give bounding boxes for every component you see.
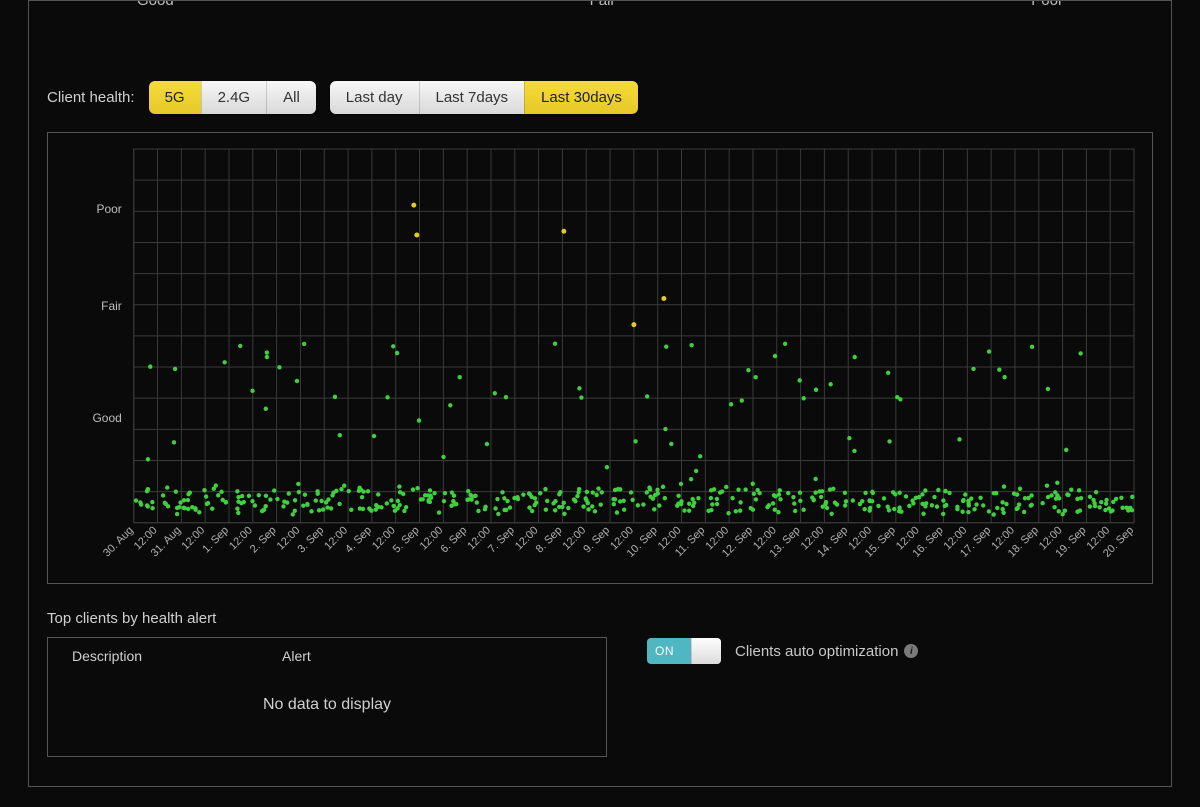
legend-good: Good [137,1,174,13]
svg-text:Poor: Poor [97,202,122,216]
client-health-chart-svg: GoodFairPoor30. Aug12:0031. Aug12:001. S… [56,141,1144,579]
range-last-7days-button[interactable]: Last 7days [419,81,525,114]
client-health-chart: GoodFairPoor30. Aug12:0031. Aug12:001. S… [47,132,1153,584]
legend-poor: Poor [1031,1,1063,13]
band-segmented: 5G 2.4G All [149,81,316,114]
top-clients-header: Description Alert [48,638,606,668]
top-legend: Good Fair Poor [47,1,1153,19]
range-last-day-button[interactable]: Last day [330,81,419,114]
band-5g-button[interactable]: 5G [149,81,201,114]
auto-optimization-toggle[interactable]: ON [647,638,721,664]
auto-optimization-label: Clients auto optimization [735,643,898,660]
top-clients-table: Description Alert No data to display [47,637,607,757]
svg-text:2. Sep: 2. Sep [248,524,279,555]
svg-text:4. Sep: 4. Sep [343,524,374,555]
svg-text:6. Sep: 6. Sep [438,524,469,555]
svg-text:9. Sep: 9. Sep [581,524,612,555]
col-description: Description [72,648,142,664]
top-clients-title: Top clients by health alert [47,610,607,627]
svg-text:Fair: Fair [101,299,122,313]
info-icon[interactable]: i [904,644,918,658]
col-alert: Alert [282,648,311,664]
auto-optimization-row: ON Clients auto optimization i [647,638,918,664]
toggle-on-text: ON [655,638,674,664]
bottom-row: Top clients by health alert Description … [47,610,1153,757]
health-panel: Good Fair Poor Client health: 5G 2.4G Al… [28,0,1172,787]
band-all-button[interactable]: All [266,81,316,114]
svg-text:3. Sep: 3. Sep [296,524,327,555]
client-health-label: Client health: [47,89,135,106]
svg-text:7. Sep: 7. Sep [486,524,517,555]
range-segmented: Last day Last 7days Last 30days [330,81,638,114]
svg-text:5. Sep: 5. Sep [391,524,422,555]
svg-text:1. Sep: 1. Sep [200,524,231,555]
svg-text:8. Sep: 8. Sep [534,524,565,555]
toggle-knob [691,638,721,664]
top-clients-empty: No data to display [48,668,606,734]
svg-text:30. Aug: 30. Aug [101,524,136,559]
band-24g-button[interactable]: 2.4G [201,81,267,114]
range-last-30days-button[interactable]: Last 30days [524,81,638,114]
top-clients-section: Top clients by health alert Description … [47,610,607,757]
legend-fair: Fair [590,1,616,13]
svg-text:Good: Good [93,411,122,425]
filter-row: Client health: 5G 2.4G All Last day Last… [47,81,1153,114]
